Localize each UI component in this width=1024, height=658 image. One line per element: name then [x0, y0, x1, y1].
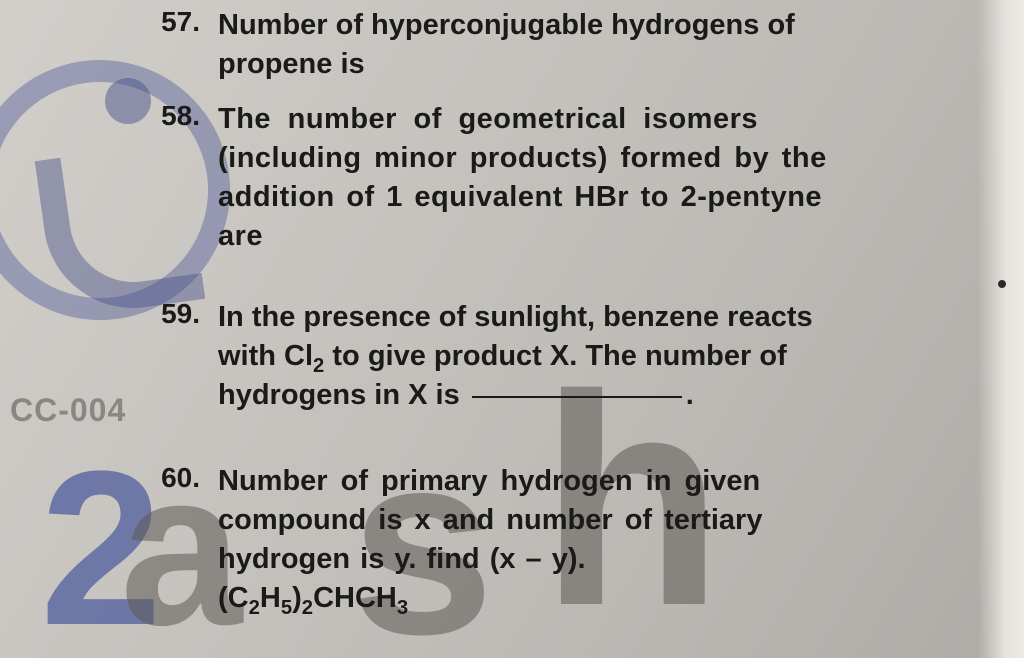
question-57: 57. Number of hyperconjugable hydrogens …	[120, 6, 940, 84]
fill-blank	[472, 392, 682, 398]
chemical-formula: (C2H5)2CHCH3	[218, 582, 408, 614]
question-text: with Cl	[218, 340, 313, 372]
subscript: 2	[302, 597, 313, 619]
question-text: In the presence of sunlight, benzene rea…	[218, 301, 813, 333]
question-text: propene is	[218, 48, 365, 80]
formula-part: H	[260, 582, 281, 614]
subscript: 5	[281, 597, 292, 619]
subscript: 2	[313, 355, 324, 377]
question-text: Number of hyperconjugable hydrogens of	[218, 9, 795, 41]
question-number: 57.	[120, 6, 218, 38]
formula-part: CHCH	[313, 582, 397, 614]
question-number: 58.	[120, 100, 218, 132]
question-text: The number of geometrical isomers	[218, 103, 758, 135]
question-body: The number of geometrical isomers (inclu…	[218, 100, 827, 257]
formula-part: )	[292, 582, 302, 614]
question-text: (including minor products) formed by the	[218, 142, 827, 174]
question-text: are	[218, 220, 263, 252]
question-59: 59. In the presence of sunlight, benzene…	[120, 298, 940, 415]
question-number: 59.	[120, 298, 218, 330]
question-text: compound is x and number of tertiary	[218, 504, 762, 536]
question-body: Number of hyperconjugable hydrogens of p…	[218, 6, 795, 84]
subscript: 2	[249, 597, 260, 619]
subscript: 3	[397, 597, 408, 619]
formula-part: (C	[218, 582, 249, 614]
page-scan: 2 a s h CC-004 57. Number of hyperconjug…	[0, 0, 1024, 658]
question-body: Number of primary hydrogen in given comp…	[218, 462, 762, 619]
question-60: 60. Number of primary hydrogen in given …	[120, 462, 940, 619]
question-text: Number of primary hydrogen in given	[218, 465, 760, 497]
question-body: In the presence of sunlight, benzene rea…	[218, 298, 813, 415]
question-period: .	[686, 379, 694, 411]
questions-container: 57. Number of hyperconjugable hydrogens …	[0, 0, 1024, 658]
question-text: to give product X. The number of	[324, 340, 786, 372]
question-text: hydrogens in X is	[218, 379, 460, 411]
question-text: hydrogen is y. find (x – y).	[218, 543, 586, 575]
question-number: 60.	[120, 462, 218, 494]
question-text: addition of 1 equivalent HBr to 2-pentyn…	[218, 181, 822, 213]
question-58: 58. The number of geometrical isomers (i…	[120, 100, 940, 257]
